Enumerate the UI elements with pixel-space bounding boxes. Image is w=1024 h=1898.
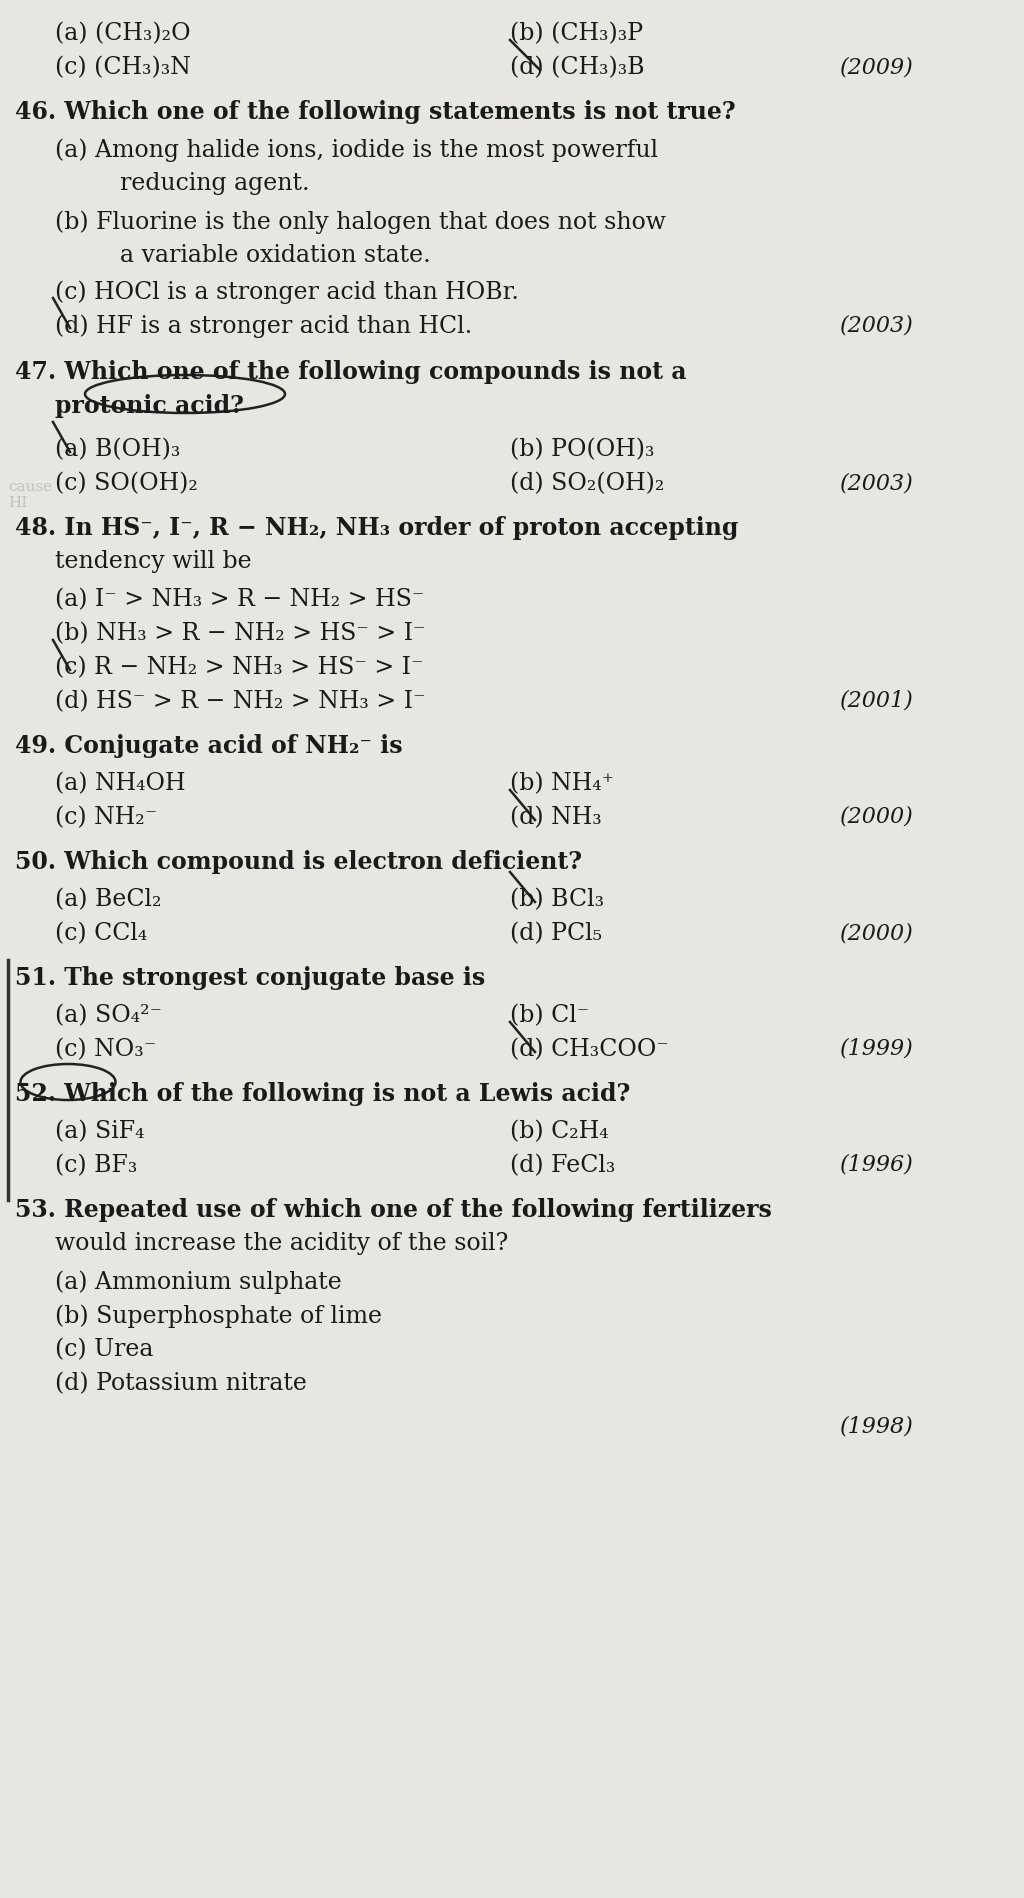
Text: (c) R − NH₂ > NH₃ > HS⁻ > I⁻: (c) R − NH₂ > NH₃ > HS⁻ > I⁻ bbox=[55, 657, 424, 679]
Text: reducing agent.: reducing agent. bbox=[120, 173, 309, 195]
Text: (b) NH₄⁺: (b) NH₄⁺ bbox=[510, 772, 614, 795]
Text: (b) (CH₃)₃P: (b) (CH₃)₃P bbox=[510, 23, 643, 46]
Text: (c) SO(OH)₂: (c) SO(OH)₂ bbox=[55, 473, 198, 495]
Text: (b) Superphosphate of lime: (b) Superphosphate of lime bbox=[55, 1304, 382, 1327]
Text: (c) BF₃: (c) BF₃ bbox=[55, 1154, 137, 1177]
Text: (a) I⁻ > NH₃ > R − NH₂ > HS⁻: (a) I⁻ > NH₃ > R − NH₂ > HS⁻ bbox=[55, 588, 424, 611]
Text: (d) HF is a stronger acid than HCl.: (d) HF is a stronger acid than HCl. bbox=[55, 313, 472, 338]
Text: 50. Which compound is electron deficient?: 50. Which compound is electron deficient… bbox=[15, 850, 582, 873]
Text: (d) NH₃: (d) NH₃ bbox=[510, 807, 602, 829]
Text: (b) NH₃ > R − NH₂ > HS⁻ > I⁻: (b) NH₃ > R − NH₂ > HS⁻ > I⁻ bbox=[55, 623, 426, 645]
Text: cause
HI: cause HI bbox=[8, 480, 52, 511]
Text: (c) NH₂⁻: (c) NH₂⁻ bbox=[55, 807, 158, 829]
Text: 52. Which of the following is not a Lewis acid?: 52. Which of the following is not a Lewi… bbox=[15, 1082, 631, 1107]
Text: (1996): (1996) bbox=[840, 1154, 913, 1177]
Text: (1998): (1998) bbox=[840, 1416, 913, 1439]
Text: 47. Which one of the following compounds is not a: 47. Which one of the following compounds… bbox=[15, 361, 686, 383]
Text: (d) (CH₃)₃B: (d) (CH₃)₃B bbox=[510, 57, 645, 80]
Text: 49. Conjugate acid of NH₂⁻ is: 49. Conjugate acid of NH₂⁻ is bbox=[15, 735, 402, 757]
Text: (2001): (2001) bbox=[840, 691, 913, 712]
Text: (d) HS⁻ > R − NH₂ > NH₃ > I⁻: (d) HS⁻ > R − NH₂ > NH₃ > I⁻ bbox=[55, 691, 426, 714]
Text: (c) (CH₃)₃N: (c) (CH₃)₃N bbox=[55, 57, 190, 80]
Text: (2003): (2003) bbox=[840, 473, 913, 493]
Text: (a) Ammonium sulphate: (a) Ammonium sulphate bbox=[55, 1270, 342, 1294]
Text: (d) SO₂(OH)₂: (d) SO₂(OH)₂ bbox=[510, 473, 665, 495]
Text: 53. Repeated use of which one of the following fertilizers: 53. Repeated use of which one of the fol… bbox=[15, 1198, 772, 1222]
Text: (2000): (2000) bbox=[840, 807, 913, 828]
Text: (c) Urea: (c) Urea bbox=[55, 1338, 154, 1361]
Text: (a) SiF₄: (a) SiF₄ bbox=[55, 1120, 144, 1143]
Text: (c) CCl₄: (c) CCl₄ bbox=[55, 922, 147, 945]
Text: (b) Fluorine is the only halogen that does not show: (b) Fluorine is the only halogen that do… bbox=[55, 211, 666, 233]
Text: (b) BCl₃: (b) BCl₃ bbox=[510, 888, 604, 911]
Text: 51. The strongest conjugate base is: 51. The strongest conjugate base is bbox=[15, 966, 485, 991]
Text: (1999): (1999) bbox=[840, 1038, 913, 1059]
Text: (d) FeCl₃: (d) FeCl₃ bbox=[510, 1154, 615, 1177]
Text: 46. Which one of the following statements is not true?: 46. Which one of the following statement… bbox=[15, 101, 736, 123]
Text: a variable oxidation state.: a variable oxidation state. bbox=[120, 245, 431, 268]
Text: (d) Potassium nitrate: (d) Potassium nitrate bbox=[55, 1372, 307, 1395]
Text: (a) B(OH)₃: (a) B(OH)₃ bbox=[55, 438, 180, 461]
Text: (a) Among halide ions, iodide is the most powerful: (a) Among halide ions, iodide is the mos… bbox=[55, 139, 658, 161]
Text: (d) CH₃COO⁻: (d) CH₃COO⁻ bbox=[510, 1038, 669, 1061]
Text: (2009): (2009) bbox=[840, 57, 913, 78]
Text: (b) Cl⁻: (b) Cl⁻ bbox=[510, 1004, 589, 1027]
Text: would increase the acidity of the soil?: would increase the acidity of the soil? bbox=[55, 1232, 508, 1255]
Text: (a) (CH₃)₂O: (a) (CH₃)₂O bbox=[55, 23, 190, 46]
Text: (b) PO(OH)₃: (b) PO(OH)₃ bbox=[510, 438, 654, 461]
Text: (a) NH₄OH: (a) NH₄OH bbox=[55, 772, 185, 795]
Text: (a) SO₄²⁻: (a) SO₄²⁻ bbox=[55, 1004, 162, 1027]
Text: (a) BeCl₂: (a) BeCl₂ bbox=[55, 888, 162, 911]
Text: 48. In HS⁻, I⁻, R − NH₂, NH₃ order of proton accepting: 48. In HS⁻, I⁻, R − NH₂, NH₃ order of pr… bbox=[15, 516, 738, 541]
Text: tendency will be: tendency will be bbox=[55, 550, 252, 573]
Text: (c) HOCl is a stronger acid than HOBr.: (c) HOCl is a stronger acid than HOBr. bbox=[55, 281, 519, 304]
Text: (2000): (2000) bbox=[840, 922, 913, 943]
Text: (d) PCl₅: (d) PCl₅ bbox=[510, 922, 602, 945]
Text: (b) C₂H₄: (b) C₂H₄ bbox=[510, 1120, 608, 1143]
Text: (2003): (2003) bbox=[840, 313, 913, 336]
Text: protonic acid?: protonic acid? bbox=[55, 395, 244, 418]
Text: (c) NO₃⁻: (c) NO₃⁻ bbox=[55, 1038, 157, 1061]
